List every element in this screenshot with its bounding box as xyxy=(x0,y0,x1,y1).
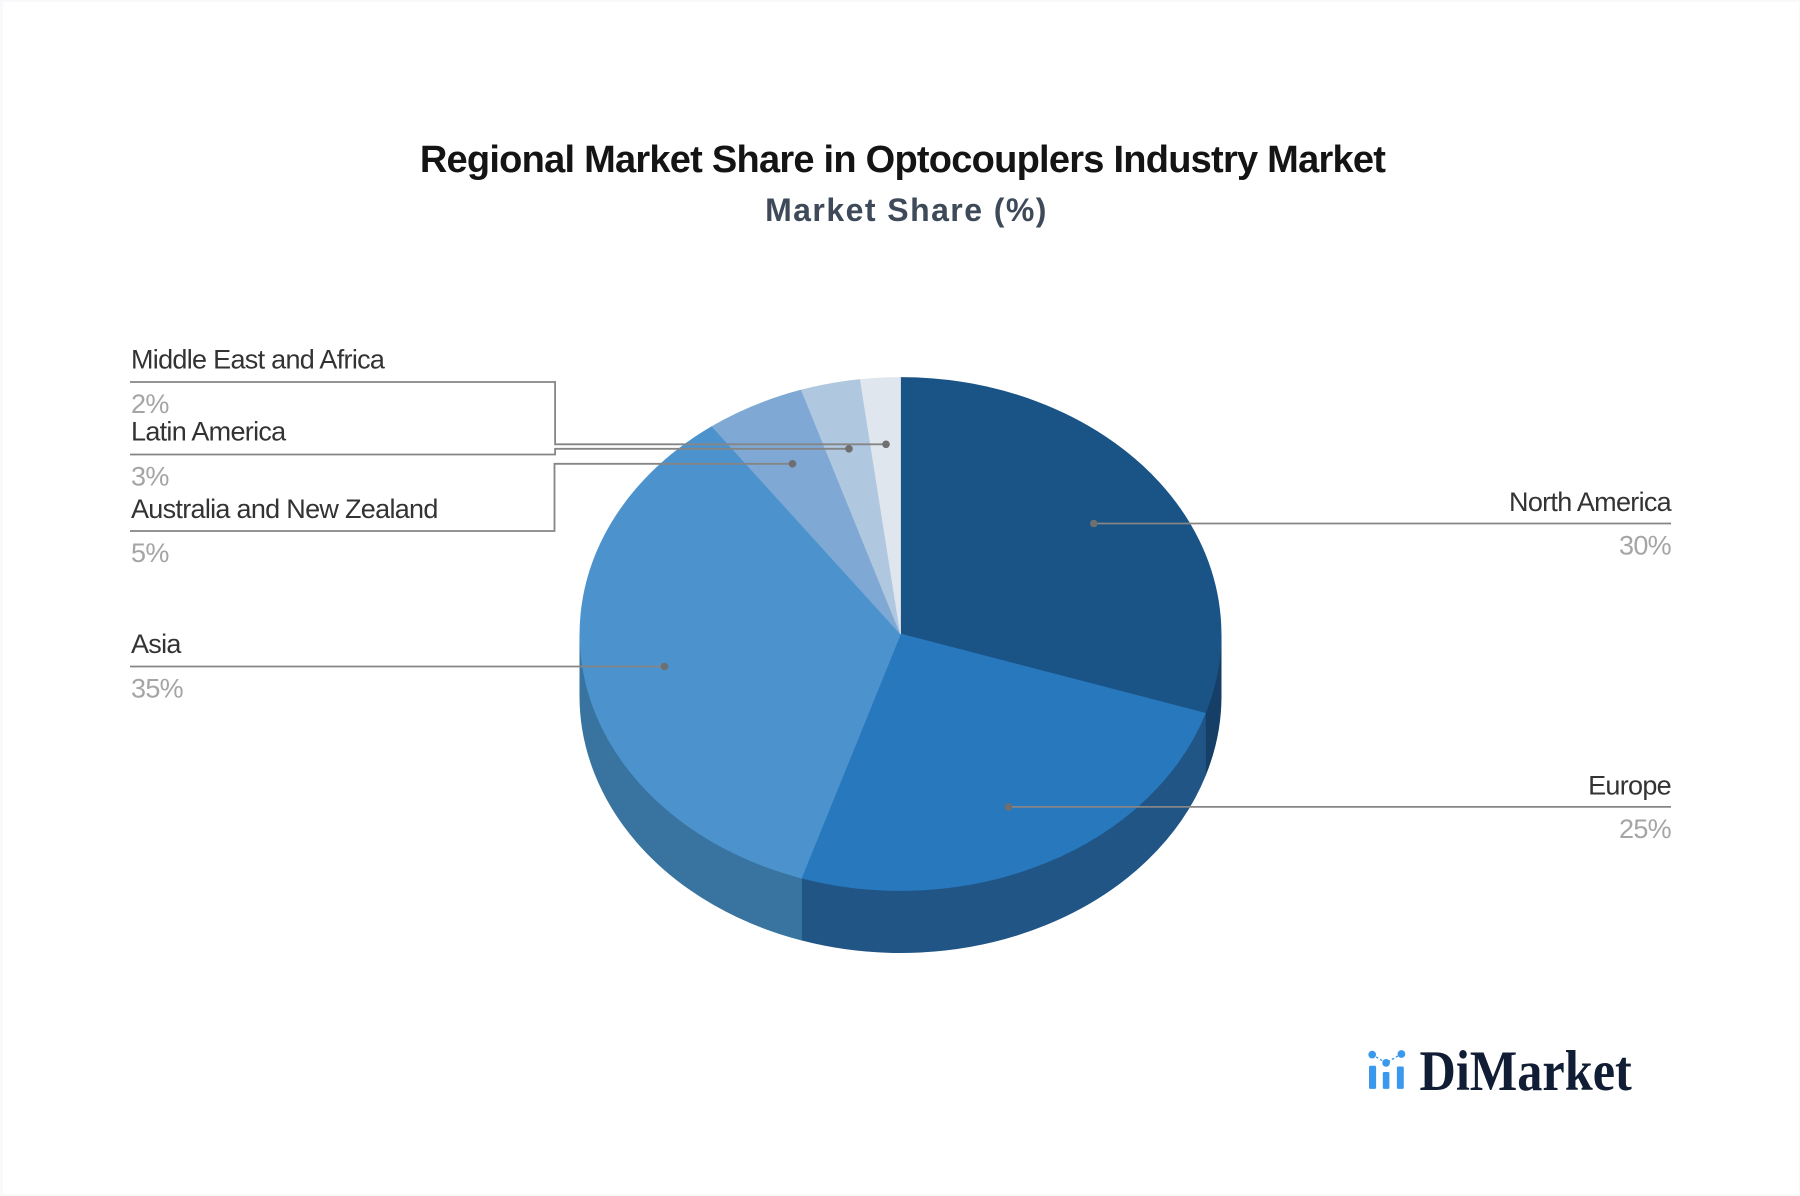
svg-text:Market Share (%): Market Share (%) xyxy=(765,192,1048,228)
svg-text:North America: North America xyxy=(1509,486,1673,516)
svg-text:Australia and New Zealand: Australia and New Zealand xyxy=(131,493,438,523)
svg-text:2%: 2% xyxy=(131,389,169,419)
svg-text:30%: 30% xyxy=(1619,530,1672,560)
svg-text:DiMarket: DiMarket xyxy=(1419,1039,1631,1103)
svg-text:3%: 3% xyxy=(131,461,169,491)
svg-text:Latin America: Latin America xyxy=(131,416,287,446)
svg-text:Asia: Asia xyxy=(131,629,182,659)
svg-text:Europe: Europe xyxy=(1588,770,1671,800)
svg-text:5%: 5% xyxy=(131,538,169,568)
svg-text:Regional Market Share in Optoc: Regional Market Share in Optocouplers In… xyxy=(419,139,1385,181)
svg-text:Middle East and Africa: Middle East and Africa xyxy=(131,344,386,374)
svg-text:35%: 35% xyxy=(131,673,184,703)
svg-text:25%: 25% xyxy=(1619,814,1672,844)
